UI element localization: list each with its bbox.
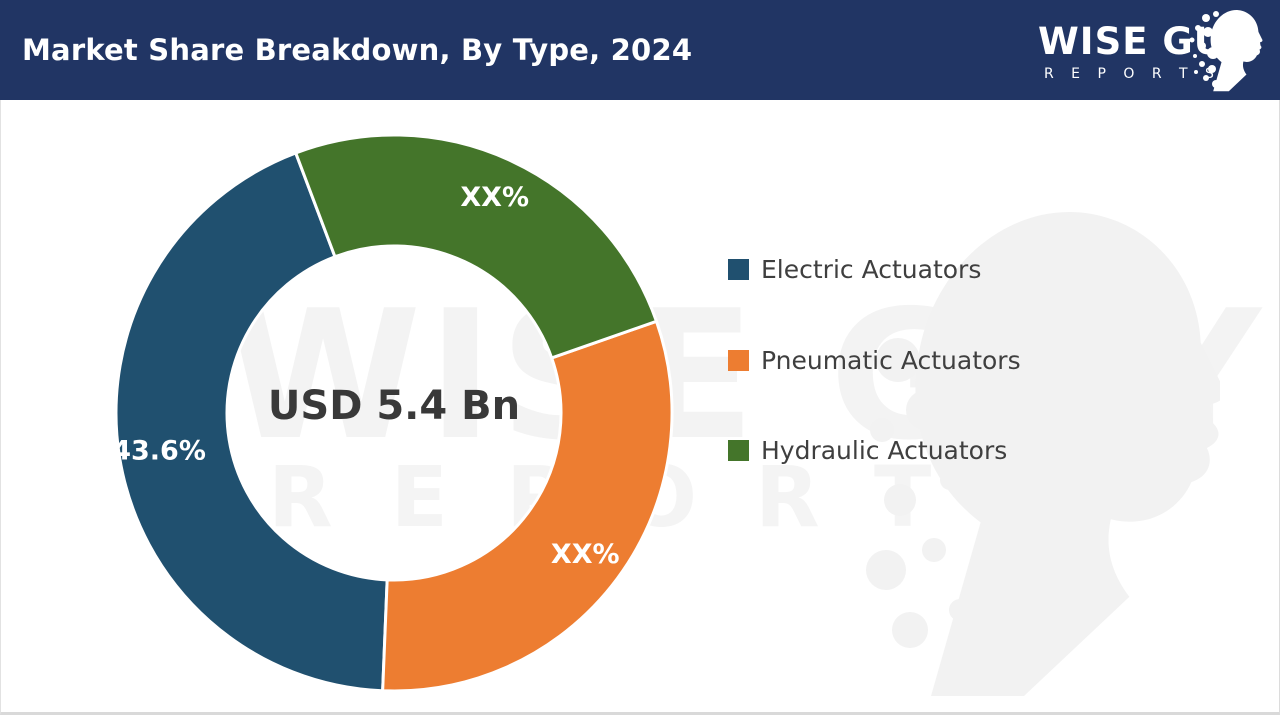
legend-label: Pneumatic Actuators xyxy=(761,346,1021,375)
page-title: Market Share Breakdown, By Type, 2024 xyxy=(22,33,693,67)
pie-slice-pneumatic-actuators xyxy=(381,319,674,693)
legend-swatch-hydraulic xyxy=(728,440,749,461)
legend-item-electric-actuators: Electric Actuators xyxy=(728,255,981,284)
slice-percentage-label: XX% xyxy=(551,539,620,570)
legend-swatch-pneumatic xyxy=(728,350,749,371)
slice-percentage-label: XX% xyxy=(460,182,529,213)
watermark-face-profile-icon xyxy=(866,212,1220,696)
legend-label: Hydraulic Actuators xyxy=(761,436,1008,465)
logo-text-line2: R E P O R T S xyxy=(1044,66,1220,82)
pie-slice-hydraulic-actuators xyxy=(294,133,658,360)
slice-percentage-label: 43.6% xyxy=(112,435,206,466)
donut-center-value: USD 5.4 Bn xyxy=(267,383,521,429)
legend-label: Electric Actuators xyxy=(761,255,982,284)
logo-face-profile-icon xyxy=(1189,10,1263,92)
pie-slice-electric-actuators xyxy=(114,151,389,693)
legend-swatch-electric xyxy=(728,259,749,280)
legend-item-hydraulic-actuators: Hydraulic Actuators xyxy=(728,436,1007,465)
wise-guy-reports-logo: WISE GUY R E P O R T S xyxy=(1038,10,1263,92)
header-bar: Market Share Breakdown, By Type, 2024 WI… xyxy=(0,0,1280,100)
legend-item-pneumatic-actuators: Pneumatic Actuators xyxy=(728,346,1021,375)
